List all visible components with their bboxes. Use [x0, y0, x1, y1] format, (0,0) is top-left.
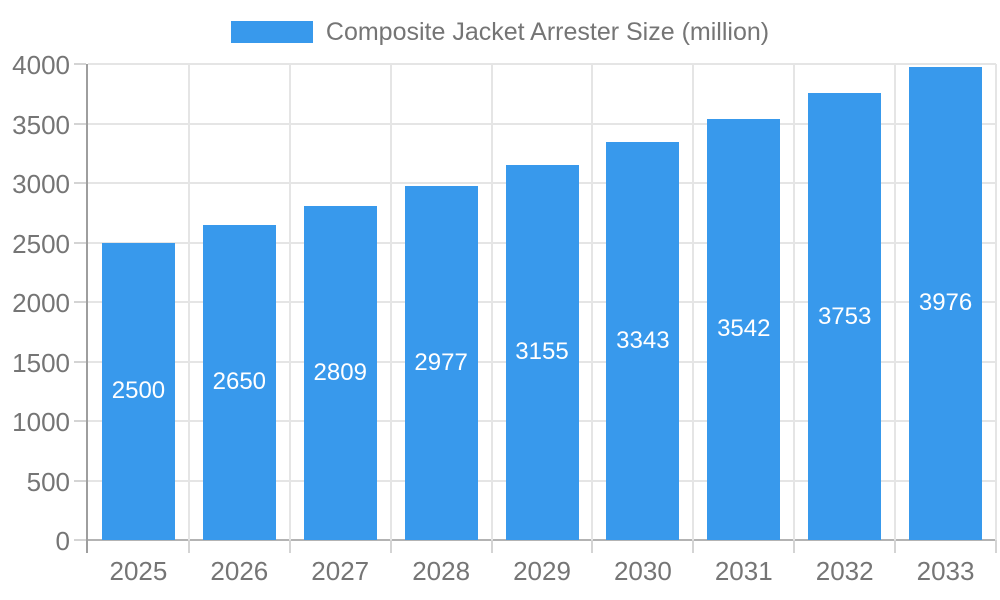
h-gridline	[88, 122, 996, 125]
x-axis-label: 2029	[513, 556, 571, 586]
y-axis-label: 1500	[12, 347, 70, 378]
x-tick	[389, 540, 392, 553]
bar-value-label: 3542	[717, 315, 771, 343]
y-tick	[74, 301, 86, 303]
x-axis-label: 2028	[412, 556, 471, 586]
v-gridline	[692, 64, 695, 540]
y-tick	[74, 360, 86, 363]
x-tick	[187, 540, 190, 553]
y-axis-label: 2500	[12, 228, 70, 259]
legend-label: Composite Jacket Arrester Size (million)	[325, 17, 770, 46]
y-axis-label: 4000	[12, 50, 70, 80]
bar[interactable]	[606, 142, 680, 540]
y-axis-line	[86, 64, 88, 553]
y-tick	[74, 122, 86, 125]
y-axis-label: 500	[26, 466, 70, 497]
y-axis-label: 1000	[12, 407, 70, 437]
bar[interactable]	[808, 93, 882, 540]
x-axis-label: 2030	[613, 556, 672, 586]
bar-value-label: 3155	[515, 338, 569, 366]
legend-swatch-icon	[230, 21, 313, 43]
v-gridline	[187, 64, 190, 540]
bar[interactable]	[303, 205, 377, 540]
bar[interactable]	[404, 185, 478, 540]
x-axis-label: 2027	[311, 556, 370, 586]
x-tick	[793, 540, 796, 553]
v-gridline	[490, 64, 493, 540]
x-tick	[692, 540, 695, 553]
v-gridline	[591, 64, 594, 540]
y-tick	[74, 63, 86, 65]
y-axis-label: 0	[55, 526, 70, 556]
x-tick	[995, 540, 997, 553]
x-tick	[894, 540, 897, 553]
h-gridline	[88, 63, 996, 65]
y-axis-label: 3000	[12, 169, 70, 199]
legend: Composite Jacket Arrester Size (million)	[0, 10, 1000, 54]
x-axis-label: 2026	[210, 556, 269, 586]
bar[interactable]	[707, 118, 781, 540]
y-axis-label: 2000	[12, 288, 70, 318]
x-axis-label: 2025	[109, 556, 168, 586]
bar-value-label: 2977	[414, 348, 468, 376]
legend-item[interactable]: Composite Jacket Arrester Size (million)	[230, 17, 770, 47]
v-gridline	[288, 64, 291, 540]
x-tick	[490, 540, 493, 553]
y-tick	[74, 420, 86, 422]
y-tick	[74, 241, 86, 244]
x-axis-label: 2032	[815, 556, 874, 586]
bar-value-label: 2650	[212, 368, 267, 396]
bar-value-label: 3976	[918, 289, 973, 317]
x-tick	[288, 540, 291, 553]
y-axis-label: 3500	[12, 109, 70, 140]
v-gridline	[894, 64, 897, 540]
bar[interactable]	[101, 242, 175, 540]
y-tick	[74, 182, 86, 184]
bar[interactable]	[202, 224, 276, 540]
bar[interactable]	[505, 164, 579, 540]
bar-value-label: 3753	[817, 302, 872, 330]
x-tick	[591, 540, 594, 553]
bar-value-label: 2809	[313, 358, 367, 386]
x-axis-label: 2033	[916, 556, 975, 586]
y-tick	[74, 539, 86, 541]
bar-value-label: 3343	[616, 327, 670, 355]
y-tick	[74, 479, 86, 482]
v-gridline	[389, 64, 392, 540]
v-gridline	[995, 64, 997, 540]
bar[interactable]	[909, 66, 983, 540]
x-axis-line	[88, 539, 996, 541]
plot-area: 2500 2650 2809 2977 3155 3343 3542 3753 3976	[88, 63, 997, 540]
x-axis-label: 2031	[714, 556, 773, 586]
v-gridline	[793, 64, 796, 540]
bar-value-label: 2500	[111, 377, 166, 405]
